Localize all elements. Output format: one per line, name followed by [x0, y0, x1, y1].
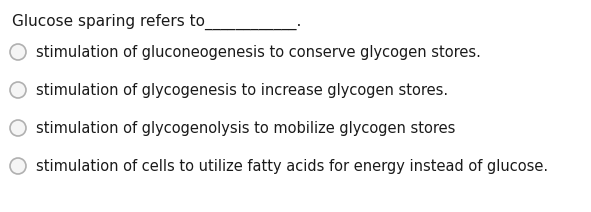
Text: stimulation of glycogenesis to increase glycogen stores.: stimulation of glycogenesis to increase … — [36, 82, 448, 98]
Text: stimulation of glycogenolysis to mobilize glycogen stores: stimulation of glycogenolysis to mobiliz… — [36, 120, 456, 135]
Text: stimulation of cells to utilize fatty acids for energy instead of glucose.: stimulation of cells to utilize fatty ac… — [36, 159, 548, 173]
Ellipse shape — [10, 44, 26, 60]
Ellipse shape — [10, 158, 26, 174]
Text: Glucose sparing refers to____________.: Glucose sparing refers to____________. — [12, 14, 301, 30]
Ellipse shape — [10, 82, 26, 98]
Text: stimulation of gluconeogenesis to conserve glycogen stores.: stimulation of gluconeogenesis to conser… — [36, 45, 481, 60]
Ellipse shape — [10, 120, 26, 136]
